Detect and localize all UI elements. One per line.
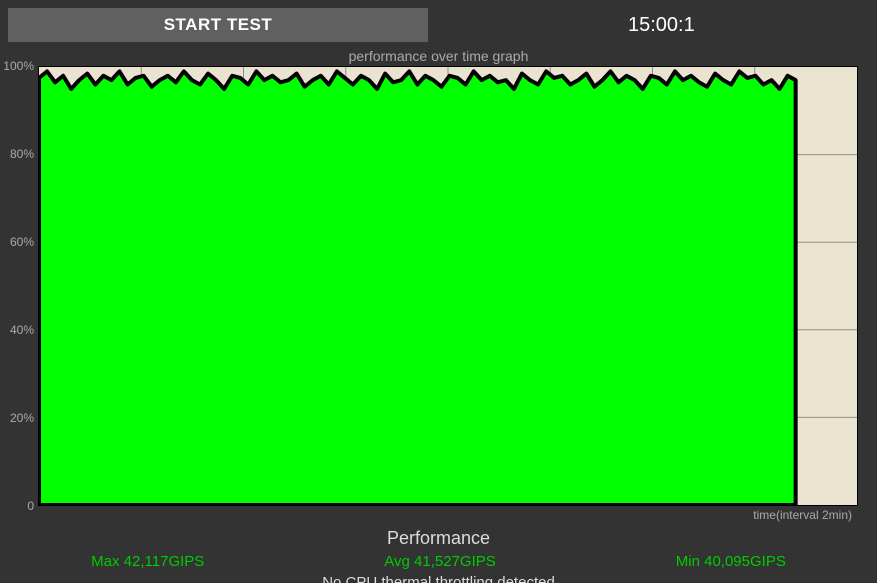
y-tick-label: 40% — [10, 323, 34, 337]
performance-series — [39, 71, 796, 505]
y-tick-label: 0 — [27, 499, 34, 513]
series-layer — [39, 67, 857, 505]
stats-row: Max 42,117GIPS Avg 41,527GIPS Min 40,095… — [0, 553, 877, 570]
x-axis-caption: time(interval 2min) — [38, 508, 858, 522]
max-stat: Max 42,117GIPS — [91, 553, 204, 570]
throttle-message: No CPU thermal throttling detected — [0, 574, 877, 583]
chart-area: 020%40%60%80%100% time(interval 2min) — [0, 66, 877, 522]
footer: Performance Max 42,117GIPS Avg 41,527GIP… — [0, 522, 877, 583]
chart-title: performance over time graph — [0, 48, 877, 64]
y-tick-label: 100% — [3, 59, 34, 73]
performance-heading: Performance — [0, 528, 877, 549]
plot-column: time(interval 2min) — [38, 66, 858, 522]
min-stat: Min 40,095GIPS — [676, 553, 786, 570]
performance-plot — [38, 66, 858, 506]
avg-stat: Avg 41,527GIPS — [384, 553, 495, 570]
start-test-button[interactable]: START TEST — [8, 8, 428, 42]
y-tick-label: 60% — [10, 235, 34, 249]
header: START TEST 15:00:1 — [0, 0, 877, 50]
timer-display: 15:00:1 — [628, 14, 695, 37]
y-tick-label: 20% — [10, 411, 34, 425]
y-axis: 020%40%60%80%100% — [0, 66, 38, 506]
y-tick-label: 80% — [10, 147, 34, 161]
